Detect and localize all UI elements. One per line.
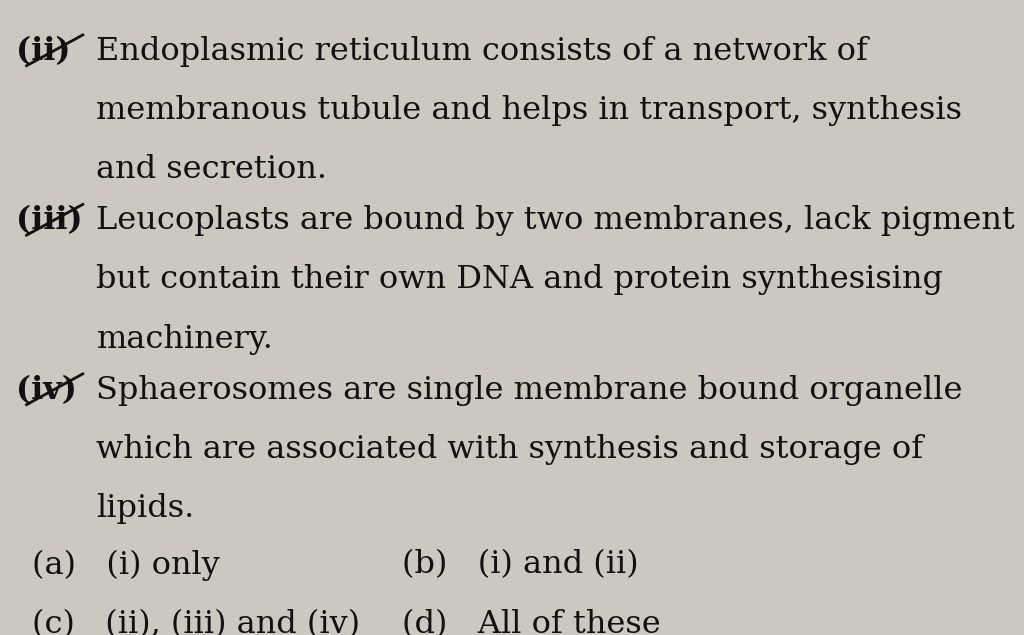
Text: (d)   All of these: (d) All of these (401, 608, 660, 635)
Text: machinery.: machinery. (96, 324, 273, 354)
Text: and secretion.: and secretion. (96, 154, 328, 185)
Text: which are associated with synthesis and storage of: which are associated with synthesis and … (96, 434, 924, 465)
Text: but contain their own DNA and protein synthesising: but contain their own DNA and protein sy… (96, 264, 943, 295)
Text: (iii): (iii) (16, 205, 83, 236)
Text: Leucoplasts are bound by two membranes, lack pigment: Leucoplasts are bound by two membranes, … (96, 205, 1015, 236)
Text: (ii): (ii) (16, 36, 71, 67)
Text: Sphaerosomes are single membrane bound organelle: Sphaerosomes are single membrane bound o… (96, 375, 963, 406)
Text: lipids.: lipids. (96, 493, 195, 524)
Text: (c)   (ii), (iii) and (iv): (c) (ii), (iii) and (iv) (32, 608, 360, 635)
Text: (iv): (iv) (16, 375, 77, 406)
Text: (b)   (i) and (ii): (b) (i) and (ii) (401, 549, 638, 580)
Text: Endoplasmic reticulum consists of a network of: Endoplasmic reticulum consists of a netw… (96, 36, 868, 67)
Text: (a)   (i) only: (a) (i) only (32, 549, 220, 581)
Text: membranous tubule and helps in transport, synthesis: membranous tubule and helps in transport… (96, 95, 963, 126)
